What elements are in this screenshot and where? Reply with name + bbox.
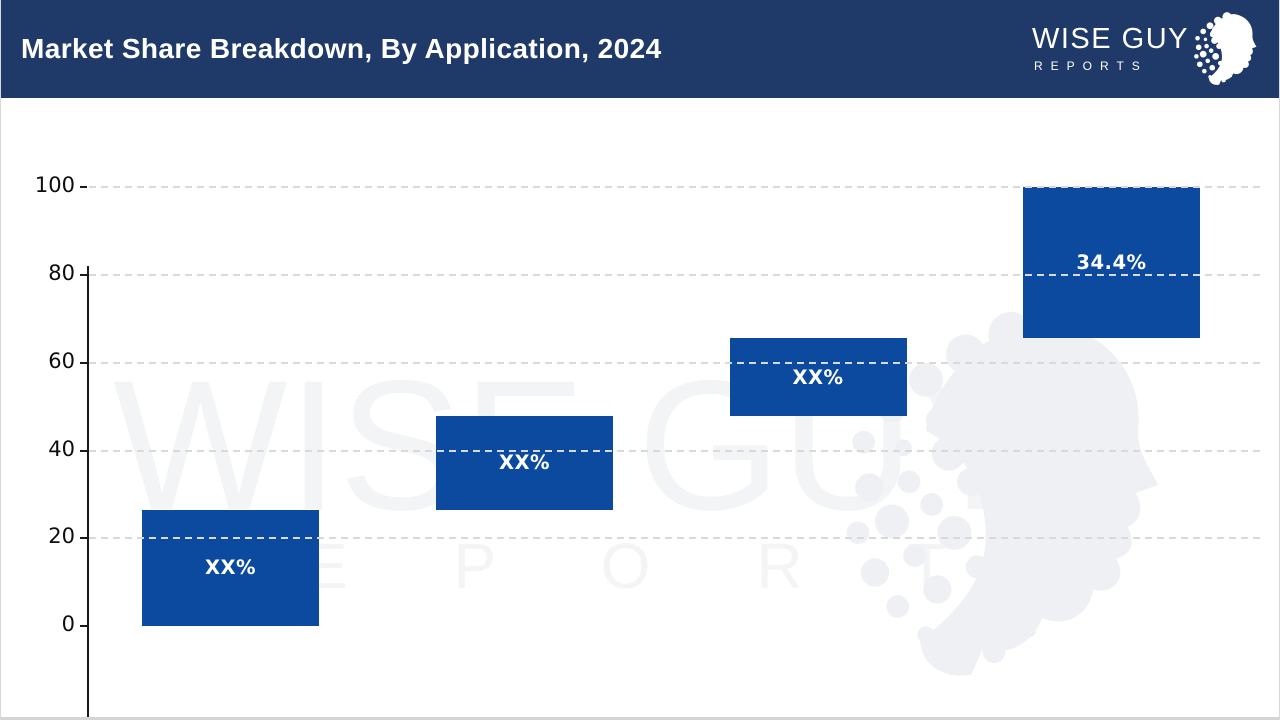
plot-area: WISE GUY R E P O R T S 020406080100XX%Po… bbox=[1, 98, 1279, 720]
bottom-border bbox=[1, 717, 1279, 720]
bar-3: 34.4% bbox=[1023, 187, 1200, 339]
y-tick-label-60: 60 bbox=[48, 348, 75, 373]
y-tick-mark-20 bbox=[80, 537, 87, 540]
y-tick-label-80: 80 bbox=[48, 261, 75, 285]
gridline-20 bbox=[89, 537, 1265, 540]
y-tick-label-40: 40 bbox=[48, 436, 75, 461]
y-tick-label-0: 0 bbox=[61, 612, 75, 636]
wise-guy-reports-logo: WISE GUY REPORTS bbox=[1032, 12, 1261, 86]
page-title: Market Share Breakdown, By Application, … bbox=[21, 33, 662, 64]
logo-subtitle: REPORTS bbox=[1033, 59, 1148, 73]
y-tick-mark-60 bbox=[80, 361, 87, 364]
logo-wordmark: WISE GUY bbox=[1031, 23, 1189, 55]
bar-1: XX% bbox=[436, 415, 613, 510]
gridline-60 bbox=[89, 361, 1265, 364]
bar-value-label-0: XX% bbox=[204, 556, 257, 580]
y-tick-mark-100 bbox=[80, 186, 87, 189]
gridline-100 bbox=[89, 186, 1265, 189]
gridline-40 bbox=[89, 449, 1265, 452]
y-axis-line bbox=[87, 266, 89, 720]
bar-value-label-3: 34.4% bbox=[1076, 251, 1147, 275]
y-tick-mark-40 bbox=[80, 449, 87, 452]
bar-value-label-2: XX% bbox=[792, 365, 844, 389]
bar-0: XX% bbox=[142, 509, 319, 626]
header-bar: Market Share Breakdown, By Application, … bbox=[1, 0, 1279, 98]
bar-2: XX% bbox=[729, 338, 907, 416]
logo-text: WISE GUY REPORTS bbox=[1031, 23, 1189, 74]
y-tick-label-100: 100 bbox=[34, 173, 75, 198]
logo-face-icon bbox=[1193, 12, 1261, 86]
y-tick-label-20: 20 bbox=[48, 524, 75, 549]
y-tick-mark-80 bbox=[80, 274, 87, 276]
bar-value-label-1: XX% bbox=[498, 451, 551, 475]
gridline-80 bbox=[89, 274, 1265, 276]
y-tick-mark-0 bbox=[80, 625, 87, 627]
